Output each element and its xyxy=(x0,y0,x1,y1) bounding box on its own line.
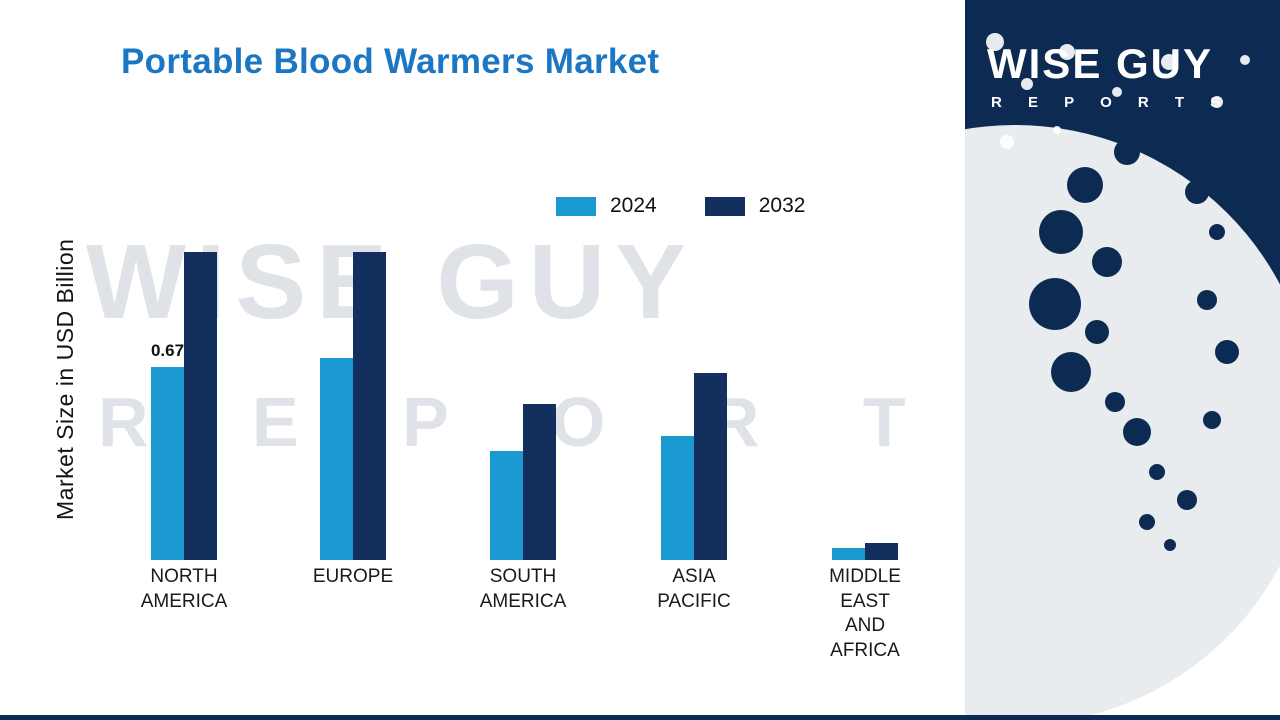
bar-2032-asia-pacific xyxy=(694,373,727,560)
legend-swatch-2024 xyxy=(556,196,596,216)
brand-logo: WISE GUY R E P O R T S xyxy=(987,40,1231,111)
bar-group-europe xyxy=(320,252,386,560)
bar-value-label: 0.67 xyxy=(150,341,185,360)
bar-2032-north-america xyxy=(184,252,217,560)
bar-2024-asia-pacific xyxy=(661,436,694,560)
bottom-border xyxy=(0,715,1280,720)
bar-group-south-america xyxy=(490,404,556,560)
bar-2024-middle-east-and-africa xyxy=(832,548,865,560)
legend-swatch-2032 xyxy=(704,196,745,216)
bar-group-asia-pacific xyxy=(661,373,727,560)
legend-label-2024: 2024 xyxy=(610,194,657,217)
bar-2024-north-america: 0.67 xyxy=(151,341,184,560)
watermark-brand-sub: R E P O R T S xyxy=(98,383,1098,461)
bar-group-middle-east-and-africa xyxy=(832,543,898,560)
category-label-south-america: SOUTH AMERICA xyxy=(479,566,567,612)
bar-2032-south-america xyxy=(523,404,556,560)
brand-logo-name: WISE GUY xyxy=(987,40,1214,87)
page-title: Portable Blood Warmers Market xyxy=(121,42,660,81)
legend: 2024 2032 xyxy=(556,194,805,218)
legend-label-2032: 2032 xyxy=(758,194,806,217)
dot-sparkle xyxy=(986,33,1250,149)
y-axis-label: Market Size in USD Billion xyxy=(52,238,78,520)
category-label-europe: EUROPE xyxy=(312,566,394,587)
category-label-asia-pacific: ASIA PACIFIC xyxy=(657,566,731,612)
bar-group-north-america: 0.67 xyxy=(151,252,217,560)
brand-logo-sub: R E P O R T S xyxy=(991,94,1232,111)
legend-item-2024: 2024 xyxy=(556,194,657,218)
bar-2024-south-america xyxy=(490,451,523,560)
category-label-middle-east-and-africa: MIDDLE EAST AND AFRICA xyxy=(829,566,901,662)
decorative-panel: WISE GUY R E P O R T S xyxy=(715,0,1280,720)
category-label-north-america: NORTH AMERICA xyxy=(140,566,228,612)
bar-2032-europe xyxy=(353,252,386,560)
bar-2024-europe xyxy=(320,358,353,560)
dot-face xyxy=(1029,133,1239,551)
bar-2032-middle-east-and-africa xyxy=(865,543,898,560)
legend-item-2032: 2032 xyxy=(704,194,806,218)
